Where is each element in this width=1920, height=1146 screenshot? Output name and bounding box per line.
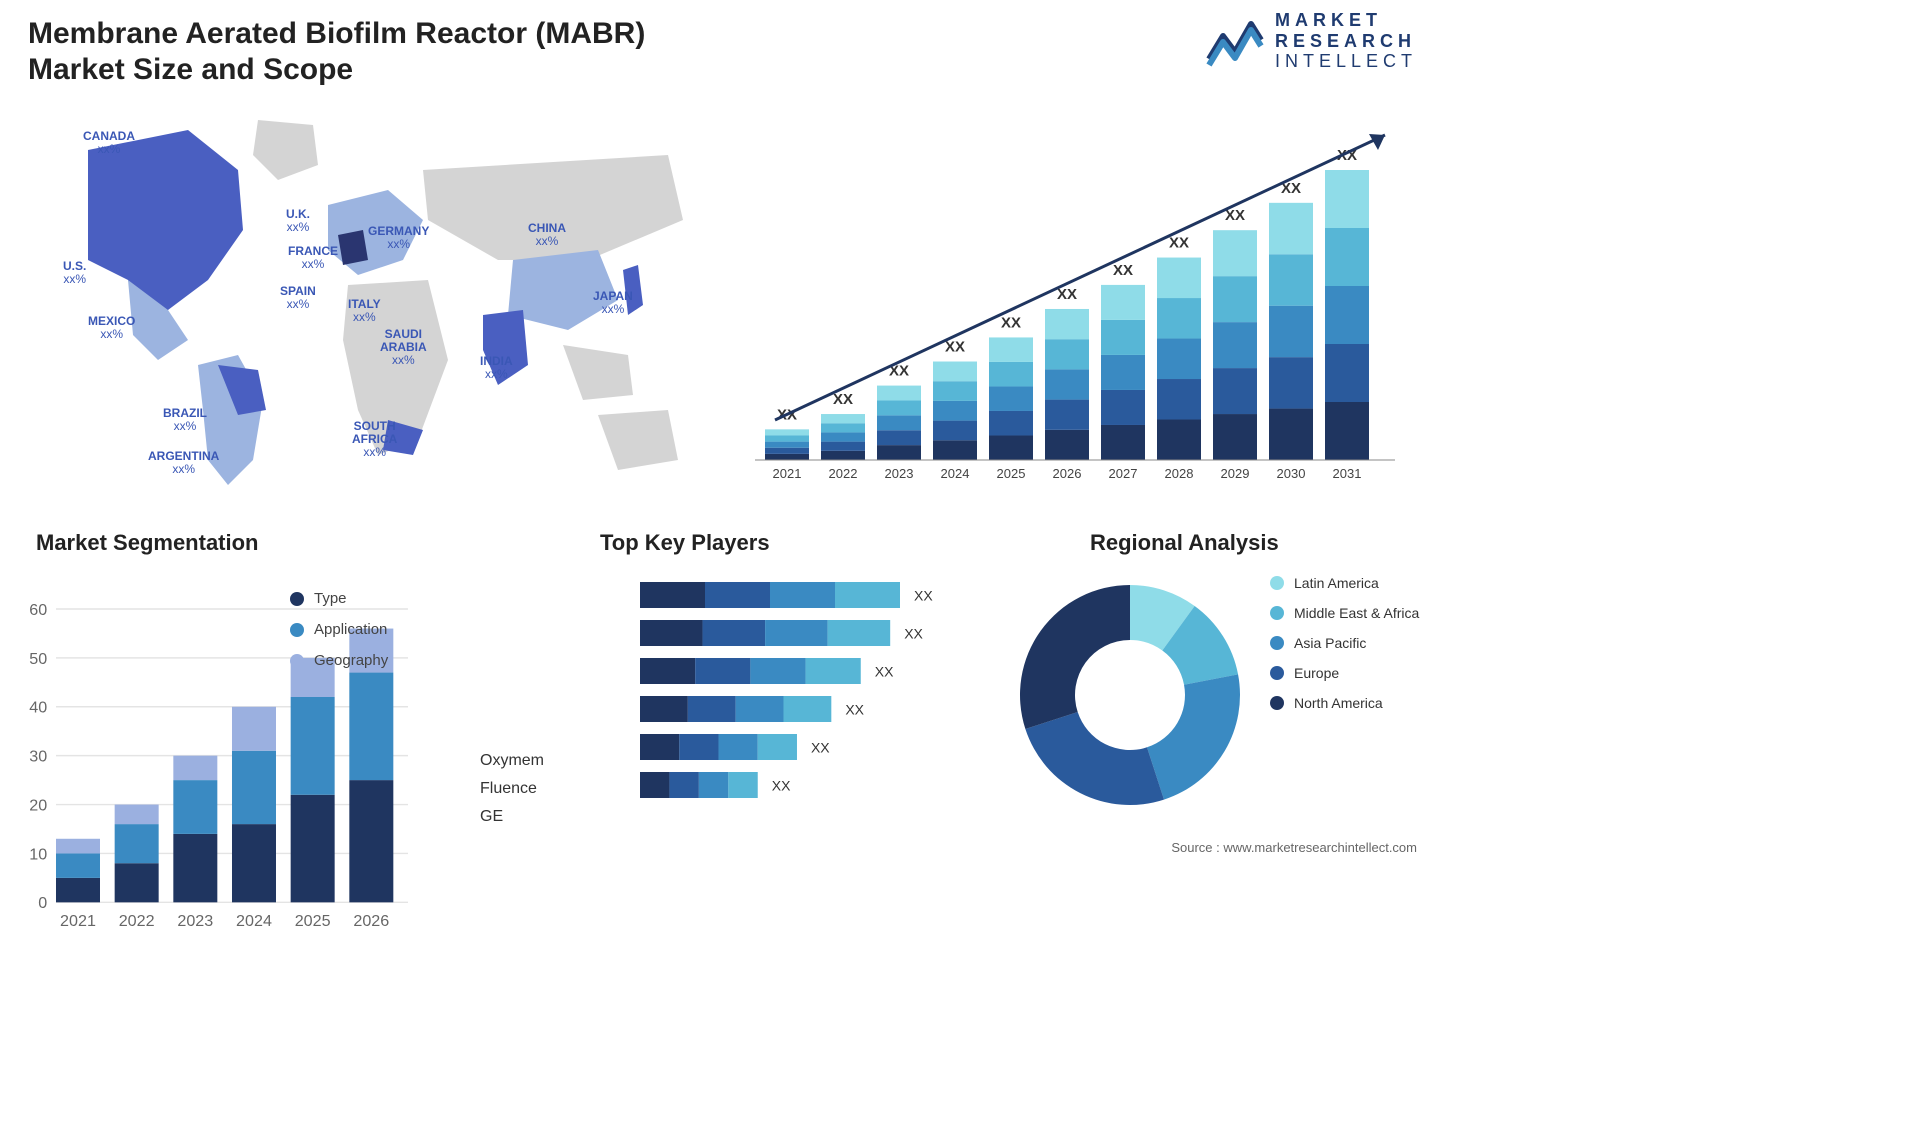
svg-text:2029: 2029	[1221, 466, 1250, 481]
svg-text:0: 0	[38, 894, 47, 912]
segmentation-legend: Type Application Geography	[290, 590, 388, 683]
svg-text:20: 20	[29, 796, 47, 814]
svg-text:2025: 2025	[997, 466, 1026, 481]
player-name: Oxymem	[480, 752, 640, 770]
logo-line1: MARKET	[1275, 10, 1382, 30]
map-label-u-k-: U.K.xx%	[286, 208, 310, 234]
svg-text:XX: XX	[845, 702, 864, 718]
region-legend-item: Middle East & Africa	[1270, 605, 1419, 621]
svg-text:XX: XX	[945, 339, 965, 356]
svg-text:XX: XX	[1057, 286, 1077, 303]
map-label-south-africa: SOUTHAFRICAxx%	[352, 420, 397, 460]
segmentation-legend-item: Geography	[290, 652, 388, 669]
svg-text:XX: XX	[914, 588, 933, 604]
map-label-saudi-arabia: SAUDIARABIAxx%	[380, 328, 427, 368]
svg-text:2027: 2027	[1109, 466, 1138, 481]
svg-text:2024: 2024	[941, 466, 970, 481]
logo-line2: RESEARCH	[1275, 31, 1416, 51]
svg-text:2025: 2025	[295, 912, 331, 930]
page-title: Membrane Aerated Biofilm Reactor (MABR) …	[28, 16, 748, 88]
svg-text:XX: XX	[875, 664, 894, 680]
map-label-japan: JAPANxx%	[593, 290, 633, 316]
svg-text:XX: XX	[772, 778, 791, 794]
svg-text:XX: XX	[811, 740, 830, 756]
segmentation-legend-item: Application	[290, 621, 388, 638]
svg-text:10: 10	[29, 845, 47, 863]
svg-text:2023: 2023	[177, 912, 213, 930]
svg-text:40: 40	[29, 699, 47, 717]
svg-text:XX: XX	[833, 391, 853, 408]
map-label-france: FRANCExx%	[288, 245, 338, 271]
region-legend-item: Europe	[1270, 665, 1419, 681]
svg-text:2023: 2023	[885, 466, 914, 481]
source-text: Source : www.marketresearchintellect.com	[1171, 840, 1417, 855]
map-label-italy: ITALYxx%	[348, 298, 381, 324]
svg-text:XX: XX	[1001, 314, 1021, 331]
map-label-brazil: BRAZILxx%	[163, 407, 207, 433]
segmentation-legend-item: Type	[290, 590, 388, 607]
map-label-spain: SPAINxx%	[280, 285, 316, 311]
players-heading: Top Key Players	[600, 530, 770, 556]
brand-logo: MARKET RESEARCH INTELLECT	[1205, 10, 1417, 72]
map-label-india: INDIAxx%	[480, 355, 513, 381]
svg-text:2031: 2031	[1333, 466, 1362, 481]
world-map: CANADAxx% U.S.xx% MEXICOxx% BRAZILxx% ARGENT…	[28, 110, 698, 490]
regional-donut	[1000, 565, 1260, 825]
regional-legend: Latin America Middle East & Africa Asia Pa…	[1270, 575, 1419, 725]
svg-text:2022: 2022	[119, 912, 155, 930]
market-size-chart: XX2021XX2022XX2023XX2024XX2025XX2026XX20…	[745, 110, 1405, 490]
logo-line3: INTELLECT	[1275, 51, 1417, 72]
region-legend-item: Latin America	[1270, 575, 1419, 591]
svg-text:2028: 2028	[1165, 466, 1194, 481]
map-label-canada: CANADAxx%	[83, 130, 135, 156]
svg-text:2030: 2030	[1277, 466, 1306, 481]
svg-text:2022: 2022	[829, 466, 858, 481]
map-label-mexico: MEXICOxx%	[88, 315, 135, 341]
region-legend-item: North America	[1270, 695, 1419, 711]
svg-text:60: 60	[29, 601, 47, 619]
map-label-argentina: ARGENTINAxx%	[148, 450, 219, 476]
region-legend-item: Asia Pacific	[1270, 635, 1419, 651]
player-name: GE	[480, 808, 640, 826]
logo-icon	[1205, 14, 1265, 69]
svg-text:XX: XX	[1169, 235, 1189, 252]
player-name: Fluence	[480, 780, 640, 798]
segmentation-heading: Market Segmentation	[36, 530, 259, 556]
svg-text:2026: 2026	[1053, 466, 1082, 481]
map-label-china: CHINAxx%	[528, 222, 566, 248]
regional-heading: Regional Analysis	[1090, 530, 1279, 556]
svg-text:2024: 2024	[236, 912, 272, 930]
svg-text:2021: 2021	[773, 466, 802, 481]
key-players-chart: Oxymem Fluence GE XX XX XX XX XX XX	[480, 572, 970, 842]
map-label-u-s-: U.S.xx%	[63, 260, 86, 286]
svg-text:2021: 2021	[60, 912, 96, 930]
svg-text:XX: XX	[904, 626, 923, 642]
svg-text:2026: 2026	[353, 912, 389, 930]
svg-text:50: 50	[29, 650, 47, 668]
svg-text:XX: XX	[1113, 262, 1133, 279]
map-label-germany: GERMANYxx%	[368, 225, 429, 251]
svg-text:30: 30	[29, 748, 47, 766]
